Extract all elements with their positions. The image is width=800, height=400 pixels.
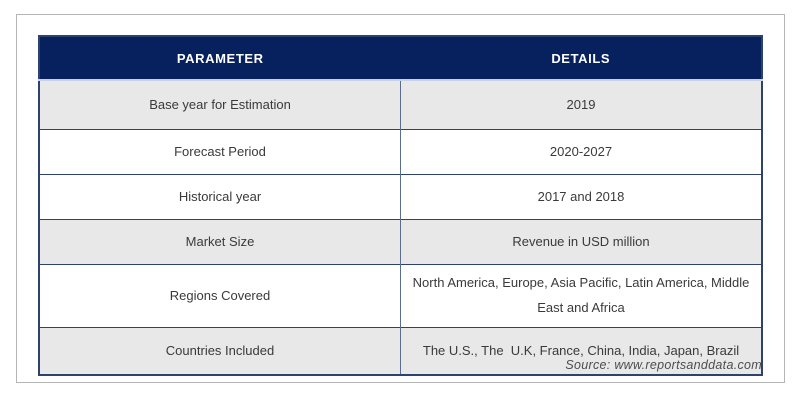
parameter-cell: Forecast Period — [39, 129, 401, 175]
details-cell: 2020-2027 — [400, 129, 762, 175]
table-header: PARAMETER DETAILS — [39, 36, 762, 81]
table-row: Countries Included The U.S., The U.K, Fra… — [39, 327, 762, 375]
parameter-cell: Market Size — [39, 219, 401, 265]
column-header-details: DETAILS — [400, 36, 762, 81]
report-scope-table: PARAMETER DETAILS Base year for Estimati… — [38, 35, 763, 376]
parameter-cell: Regions Covered — [39, 264, 401, 328]
parameter-cell: Countries Included — [39, 327, 401, 375]
header-row: PARAMETER DETAILS — [39, 36, 762, 81]
details-cell: Revenue in USD million — [400, 219, 762, 265]
source-attribution: Source: www.reportsanddata.com — [565, 358, 762, 372]
table-row: Forecast Period 2020-2027 — [39, 129, 762, 175]
details-cell: 2017 and 2018 — [400, 174, 762, 220]
details-cell: 2019 — [400, 80, 762, 130]
table-row: Base year for Estimation 2019 — [39, 80, 762, 130]
details-cell: North America, Europe, Asia Pacific, Lat… — [400, 264, 762, 328]
details-cell: The U.S., The U.K, France, China, India,… — [400, 327, 762, 375]
table-body: Base year for Estimation 2019 Forecast Per… — [39, 80, 762, 375]
table-row: Market Size Revenue in USD million — [39, 219, 762, 265]
table-row: Historical year 2017 and 2018 — [39, 174, 762, 220]
parameter-cell: Base year for Estimation — [39, 80, 401, 130]
parameter-cell: Historical year — [39, 174, 401, 220]
image-frame: PARAMETER DETAILS Base year for Estimati… — [16, 14, 785, 383]
column-header-parameter: PARAMETER — [39, 36, 401, 81]
table-row: Regions Covered North America, Europe, As… — [39, 264, 762, 328]
